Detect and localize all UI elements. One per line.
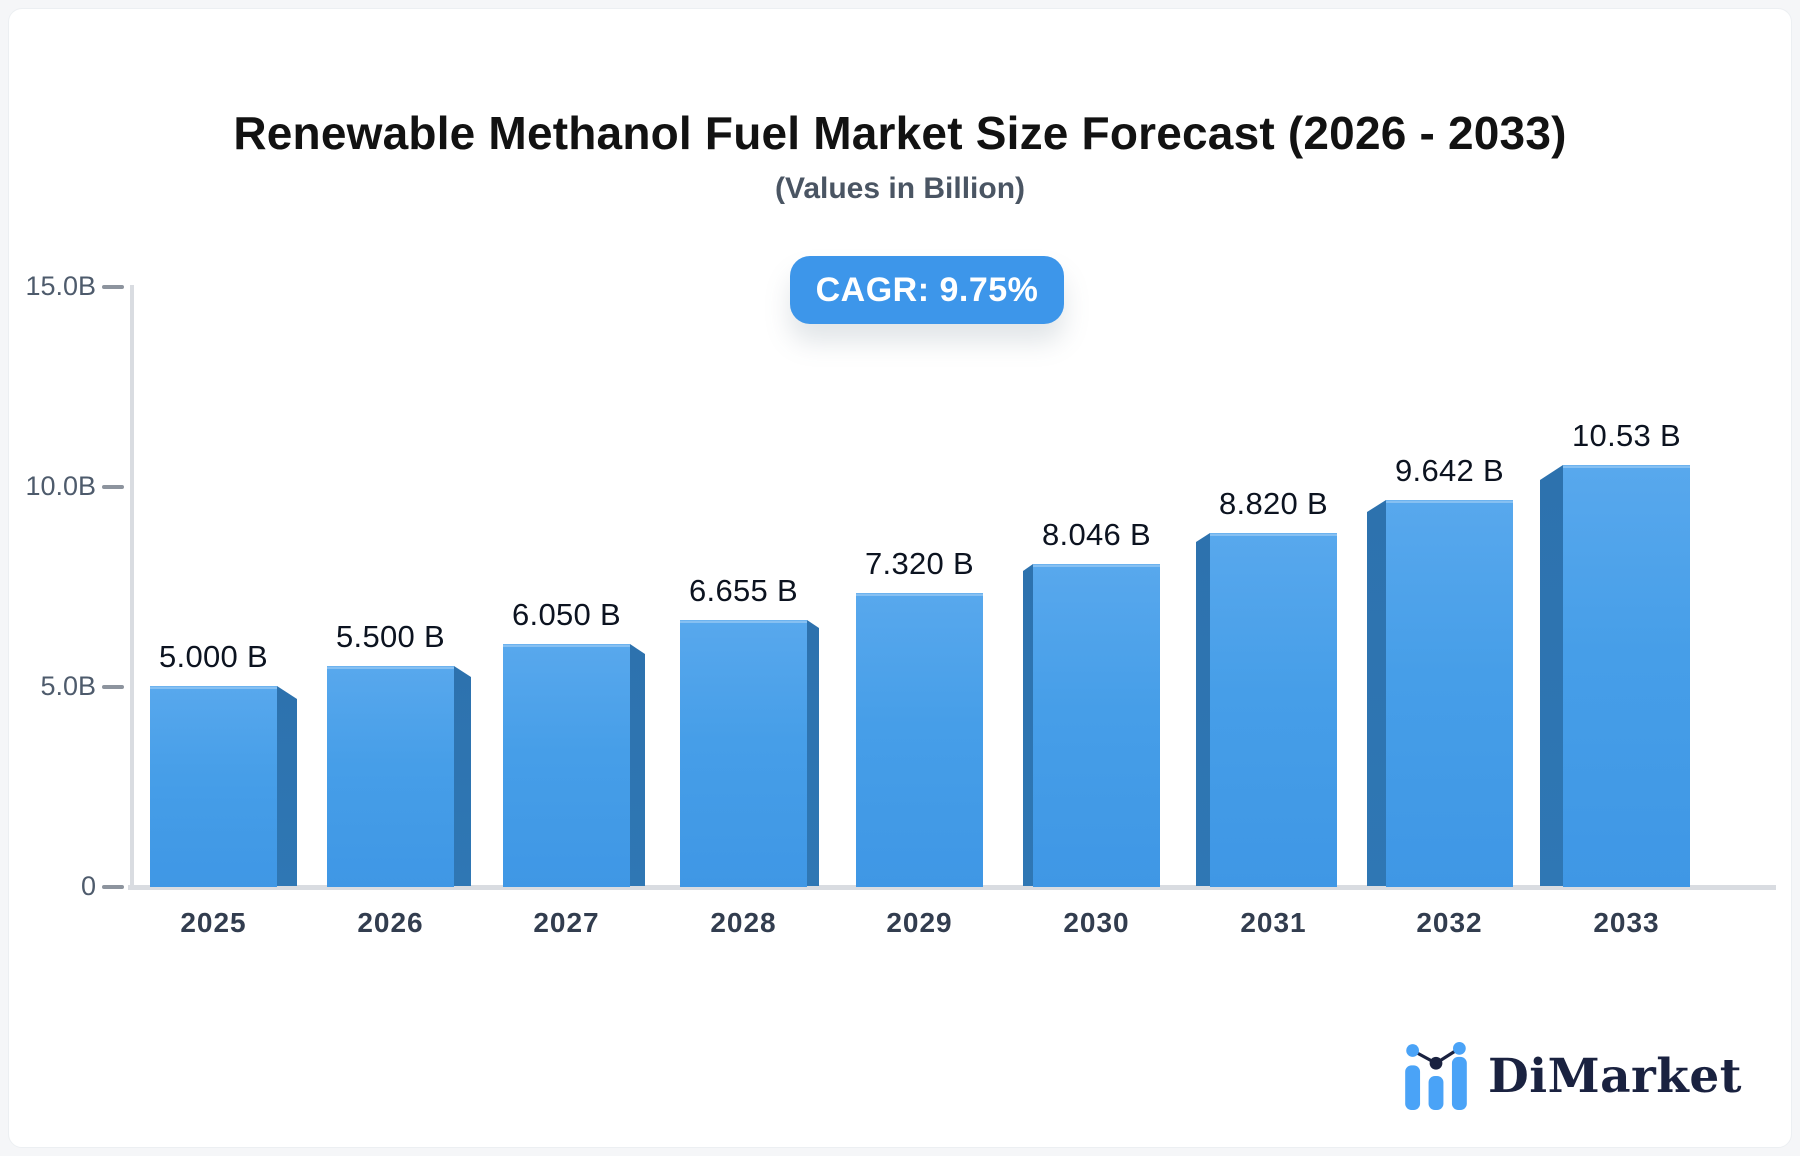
y-tick xyxy=(102,885,124,889)
bar-2025 xyxy=(150,686,277,887)
x-axis-label: 2025 xyxy=(180,907,247,938)
x-axis-label: 2027 xyxy=(533,907,600,938)
bar-side-panel xyxy=(277,686,297,886)
bar-2028 xyxy=(680,620,807,887)
bar-2031 xyxy=(1210,533,1337,887)
brand-name: DiMarket xyxy=(1487,1048,1742,1104)
bar-2027 xyxy=(503,644,630,887)
x-axis-line xyxy=(128,885,1776,890)
y-tick xyxy=(102,485,124,489)
y-tick xyxy=(102,285,124,289)
bar-2030 xyxy=(1033,564,1160,887)
bar-value-label: 10.53 B xyxy=(1572,418,1681,453)
bar-side-panel xyxy=(807,620,819,886)
bar-value-label: 7.320 B xyxy=(865,546,974,581)
cagr-badge: CAGR: 9.75% xyxy=(790,256,1064,324)
bar-value-label: 8.046 B xyxy=(1042,517,1151,552)
y-tick-label: 5.0B xyxy=(40,671,96,701)
bar-value-label: 5.000 B xyxy=(159,639,268,674)
bar-side-panel xyxy=(630,644,645,886)
y-tick xyxy=(102,685,124,689)
x-axis-label: 2028 xyxy=(710,907,777,938)
brand-logo: DiMarket xyxy=(1398,1042,1742,1110)
bar-2033 xyxy=(1563,465,1690,887)
bar-value-label: 9.642 B xyxy=(1395,453,1504,488)
bar-side-panel xyxy=(1023,564,1033,886)
bar-value-label: 8.820 B xyxy=(1219,486,1328,521)
bar-2026 xyxy=(327,666,454,887)
bar-side-panel xyxy=(1540,465,1563,886)
chart-title: Renewable Methanol Fuel Market Size Fore… xyxy=(233,107,1567,159)
bar-2032 xyxy=(1386,500,1513,887)
x-axis-label: 2029 xyxy=(886,907,953,938)
bar-value-label: 6.655 B xyxy=(689,573,798,608)
x-axis-label: 2033 xyxy=(1593,907,1660,938)
bar-value-label: 5.500 B xyxy=(336,619,445,654)
bar-side-panel xyxy=(454,666,471,886)
x-axis-label: 2031 xyxy=(1240,907,1307,938)
bar-side-panel xyxy=(1196,533,1210,886)
x-axis-label: 2026 xyxy=(357,907,424,938)
y-tick-label: 10.0B xyxy=(25,471,96,501)
y-tick-label: 15.0B xyxy=(25,271,96,301)
x-axis-label: 2030 xyxy=(1063,907,1130,938)
y-axis-line xyxy=(130,285,134,889)
chart-subtitle: (Values in Billion) xyxy=(774,172,1026,205)
y-tick-label: 0 xyxy=(80,871,96,901)
bar-side-panel xyxy=(1367,500,1386,886)
bar-2029 xyxy=(856,593,983,887)
bar-chart-logo-icon xyxy=(1405,1042,1467,1110)
x-axis-label: 2032 xyxy=(1416,907,1483,938)
bar-value-label: 6.050 B xyxy=(512,597,621,632)
